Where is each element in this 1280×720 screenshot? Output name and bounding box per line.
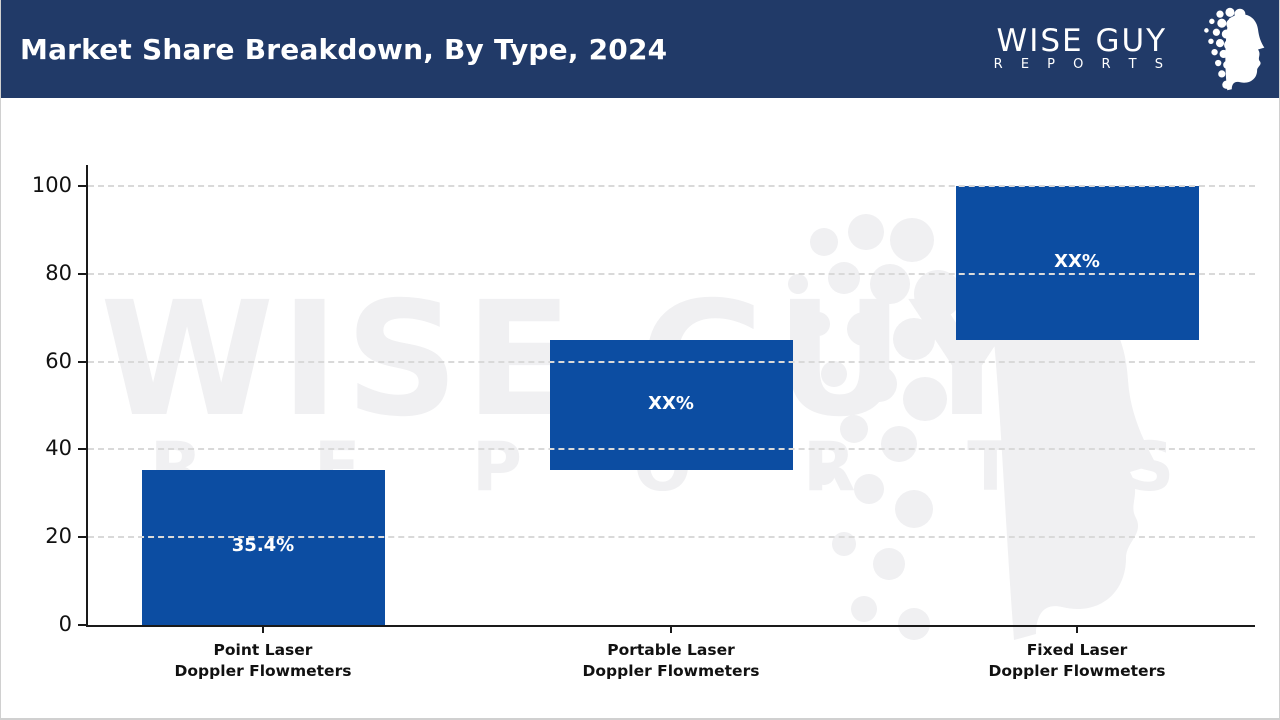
y-axis-line bbox=[86, 165, 88, 627]
bar-segment bbox=[141, 469, 385, 625]
y-tick-mark bbox=[78, 272, 86, 275]
y-tick-label: 0 bbox=[58, 612, 72, 636]
gridline-40 bbox=[88, 448, 1255, 451]
y-tick-mark bbox=[78, 624, 86, 626]
gridline-60 bbox=[88, 360, 1255, 363]
bar-value-label: XX% bbox=[648, 392, 694, 414]
category-label-line: Point Laser bbox=[213, 641, 313, 659]
y-tick-label: 60 bbox=[45, 348, 72, 373]
category-label-line: Doppler Flowmeters bbox=[988, 662, 1166, 680]
y-tick-label: 20 bbox=[45, 524, 72, 549]
y-tick-label: 40 bbox=[45, 436, 72, 461]
category-label-line: Fixed Laser bbox=[1026, 641, 1128, 659]
gridline-20 bbox=[88, 536, 1255, 539]
gridline-100 bbox=[88, 185, 1255, 188]
y-tick-mark bbox=[78, 536, 86, 539]
logo-subtitle: R E P O R T S bbox=[993, 57, 1170, 72]
plot-area: 0 20 40 60 80 100 35.4% XX% XX% Point Laser Dopple… bbox=[32, 165, 1255, 680]
x-tick-mark bbox=[262, 625, 264, 633]
logo-wordmark: WISE GUY bbox=[996, 23, 1168, 59]
category-label-line: Portable Laser bbox=[607, 641, 735, 659]
y-tick-mark bbox=[78, 185, 86, 188]
bar-value-label: 35.4% bbox=[231, 535, 295, 557]
category-label-line: Doppler Flowmeters bbox=[174, 662, 352, 680]
logo-text: WISE GUY R E P O R T S bbox=[994, 25, 1170, 73]
header-bar: Market Share Breakdown, By Type, 2024 WI… bbox=[0, 0, 1280, 98]
category-label: Portable Laser Doppler Flowmeters bbox=[511, 640, 831, 682]
category-label: Fixed Laser Doppler Flowmeters bbox=[917, 640, 1237, 682]
bar-segment bbox=[955, 186, 1199, 340]
x-tick-mark bbox=[670, 625, 672, 633]
category-label: Point Laser Doppler Flowmeters bbox=[103, 640, 423, 682]
y-tick-mark bbox=[78, 448, 86, 451]
x-tick-mark bbox=[1076, 625, 1078, 633]
gridline-80 bbox=[88, 272, 1255, 275]
logo-face-profile-icon bbox=[1204, 7, 1265, 91]
wise-guy-reports-logo: WISE GUY R E P O R T S bbox=[994, 6, 1266, 92]
chart-title: Market Share Breakdown, By Type, 2024 bbox=[20, 32, 668, 66]
bar-value-label: XX% bbox=[1054, 250, 1100, 272]
y-tick-label: 80 bbox=[45, 260, 72, 285]
category-label-line: Doppler Flowmeters bbox=[582, 662, 760, 680]
y-tick-label: 100 bbox=[31, 173, 72, 198]
y-tick-mark bbox=[78, 360, 86, 363]
